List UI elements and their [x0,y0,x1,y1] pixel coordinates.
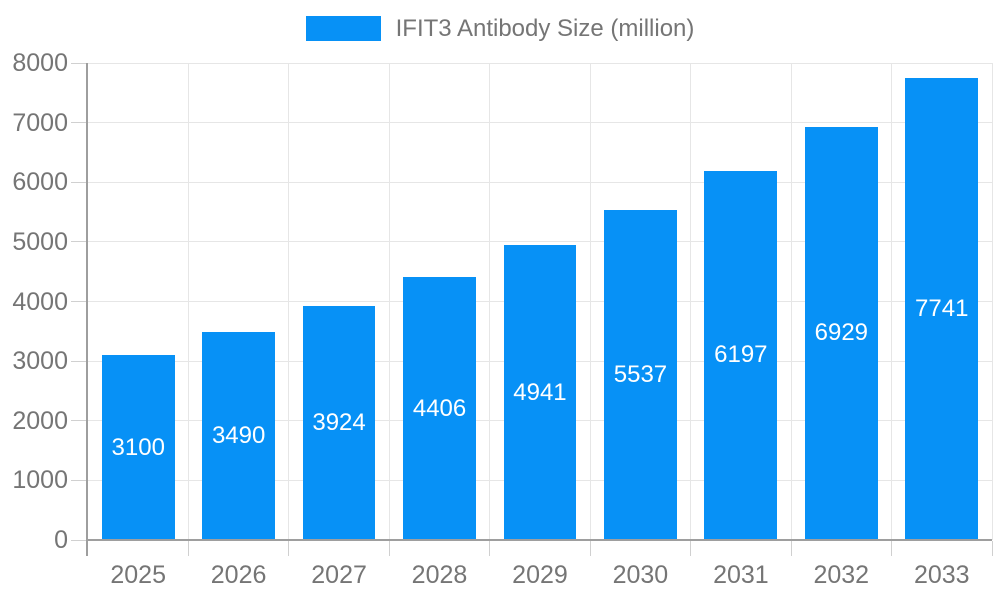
x-axis-label: 2031 [713,561,769,589]
x-axis-label: 2027 [311,561,367,589]
bar-value-label: 3100 [111,433,165,461]
bar-value-label: 4406 [412,394,467,422]
h-gridline [88,181,992,183]
x-axis-label: 2029 [512,561,568,589]
legend-swatch-icon [305,16,381,41]
h-gridline [88,241,992,243]
bar-2031[interactable]: 6197 [704,170,778,540]
bar-2026[interactable]: 3490 [202,331,276,540]
h-gridline [88,62,992,64]
y-axis-label: 8000 [12,49,68,77]
bar-2030[interactable]: 5537 [604,209,677,540]
bar-2027[interactable]: 3924 [302,306,376,540]
x-tick [991,541,993,556]
legend-item[interactable]: IFIT3 Antibody Size (million) [0,16,1000,41]
y-axis-label: 0 [54,526,68,554]
bar-2029[interactable]: 4941 [503,245,577,540]
h-gridline [88,122,992,124]
legend-label: IFIT3 Antibody Size (million) [395,15,695,42]
x-axis-label: 2026 [210,561,267,589]
x-axis-label: 2032 [813,561,870,589]
bar-2033[interactable]: 7741 [905,78,979,540]
bar-value-label: 7741 [915,295,969,323]
x-axis-label: 2028 [411,561,468,589]
x-axis-label: 2030 [612,561,669,589]
y-axis-label: 6000 [12,168,68,197]
bar-value-label: 4941 [513,378,567,406]
x-axis-line [88,539,992,541]
x-tick [891,541,893,556]
bar-2032[interactable]: 6929 [804,126,878,540]
y-tick [71,539,88,541]
y-tick [71,479,88,481]
v-gridline [790,63,792,540]
bar-value-label: 6929 [814,319,869,347]
x-axis-label: 2033 [913,561,970,589]
y-axis-label: 4000 [12,287,68,316]
y-axis-label: 1000 [12,466,68,495]
y-tick [71,241,88,243]
v-gridline [891,63,893,540]
v-gridline [589,63,591,540]
x-axis-label: 2025 [110,561,166,589]
y-axis-label: 5000 [12,227,68,256]
y-axis-label: 3000 [12,347,68,376]
bar-value-label: 3924 [312,409,366,436]
x-tick [690,541,692,556]
y-tick [71,301,88,302]
x-tick [187,541,189,556]
bar-2028[interactable]: 4406 [403,277,476,540]
v-gridline [489,63,491,540]
y-tick [71,181,88,183]
v-gridline [187,63,189,540]
y-tick [71,122,88,124]
bar-value-label: 6197 [714,341,768,369]
x-tick [288,541,290,556]
v-gridline [690,63,692,540]
y-axis-label: 2000 [12,406,68,435]
bar-2025[interactable]: 3100 [101,355,175,540]
bar-value-label: 3490 [211,421,266,449]
y-tick [71,420,88,422]
y-axis-label: 7000 [12,108,68,137]
v-gridline [991,63,993,540]
x-tick [489,541,491,556]
y-tick [71,62,88,64]
v-gridline [288,63,290,540]
x-tick [589,541,591,556]
x-tick [790,541,792,556]
bar-value-label: 5537 [613,360,668,388]
y-tick [71,360,88,362]
y-axis-line [86,63,88,556]
x-tick [388,541,390,556]
v-gridline [388,63,390,540]
